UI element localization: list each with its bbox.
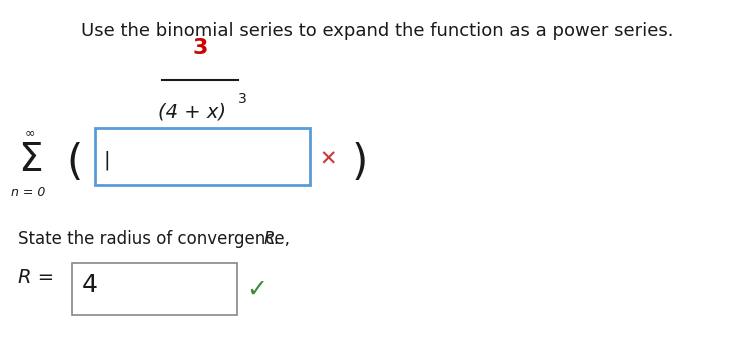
Text: (: ( [67,142,83,184]
Text: Σ: Σ [17,141,42,179]
Text: State the radius of convergence,: State the radius of convergence, [18,230,296,248]
FancyBboxPatch shape [72,263,237,315]
Text: ∞: ∞ [25,126,35,140]
Text: 3: 3 [238,92,247,106]
Text: ✕: ✕ [319,150,337,170]
Text: n = 0: n = 0 [11,187,45,199]
Text: R =: R = [18,268,60,287]
Text: R.: R. [264,230,280,248]
Text: ✓: ✓ [247,278,268,302]
Text: 3: 3 [192,38,207,58]
FancyBboxPatch shape [95,128,310,185]
Text: Use the binomial series to expand the function as a power series.: Use the binomial series to expand the fu… [81,22,673,40]
Text: (4 + x): (4 + x) [158,102,226,121]
Text: 4: 4 [82,273,98,297]
Text: ): ) [352,142,368,184]
Text: |: | [103,150,109,170]
